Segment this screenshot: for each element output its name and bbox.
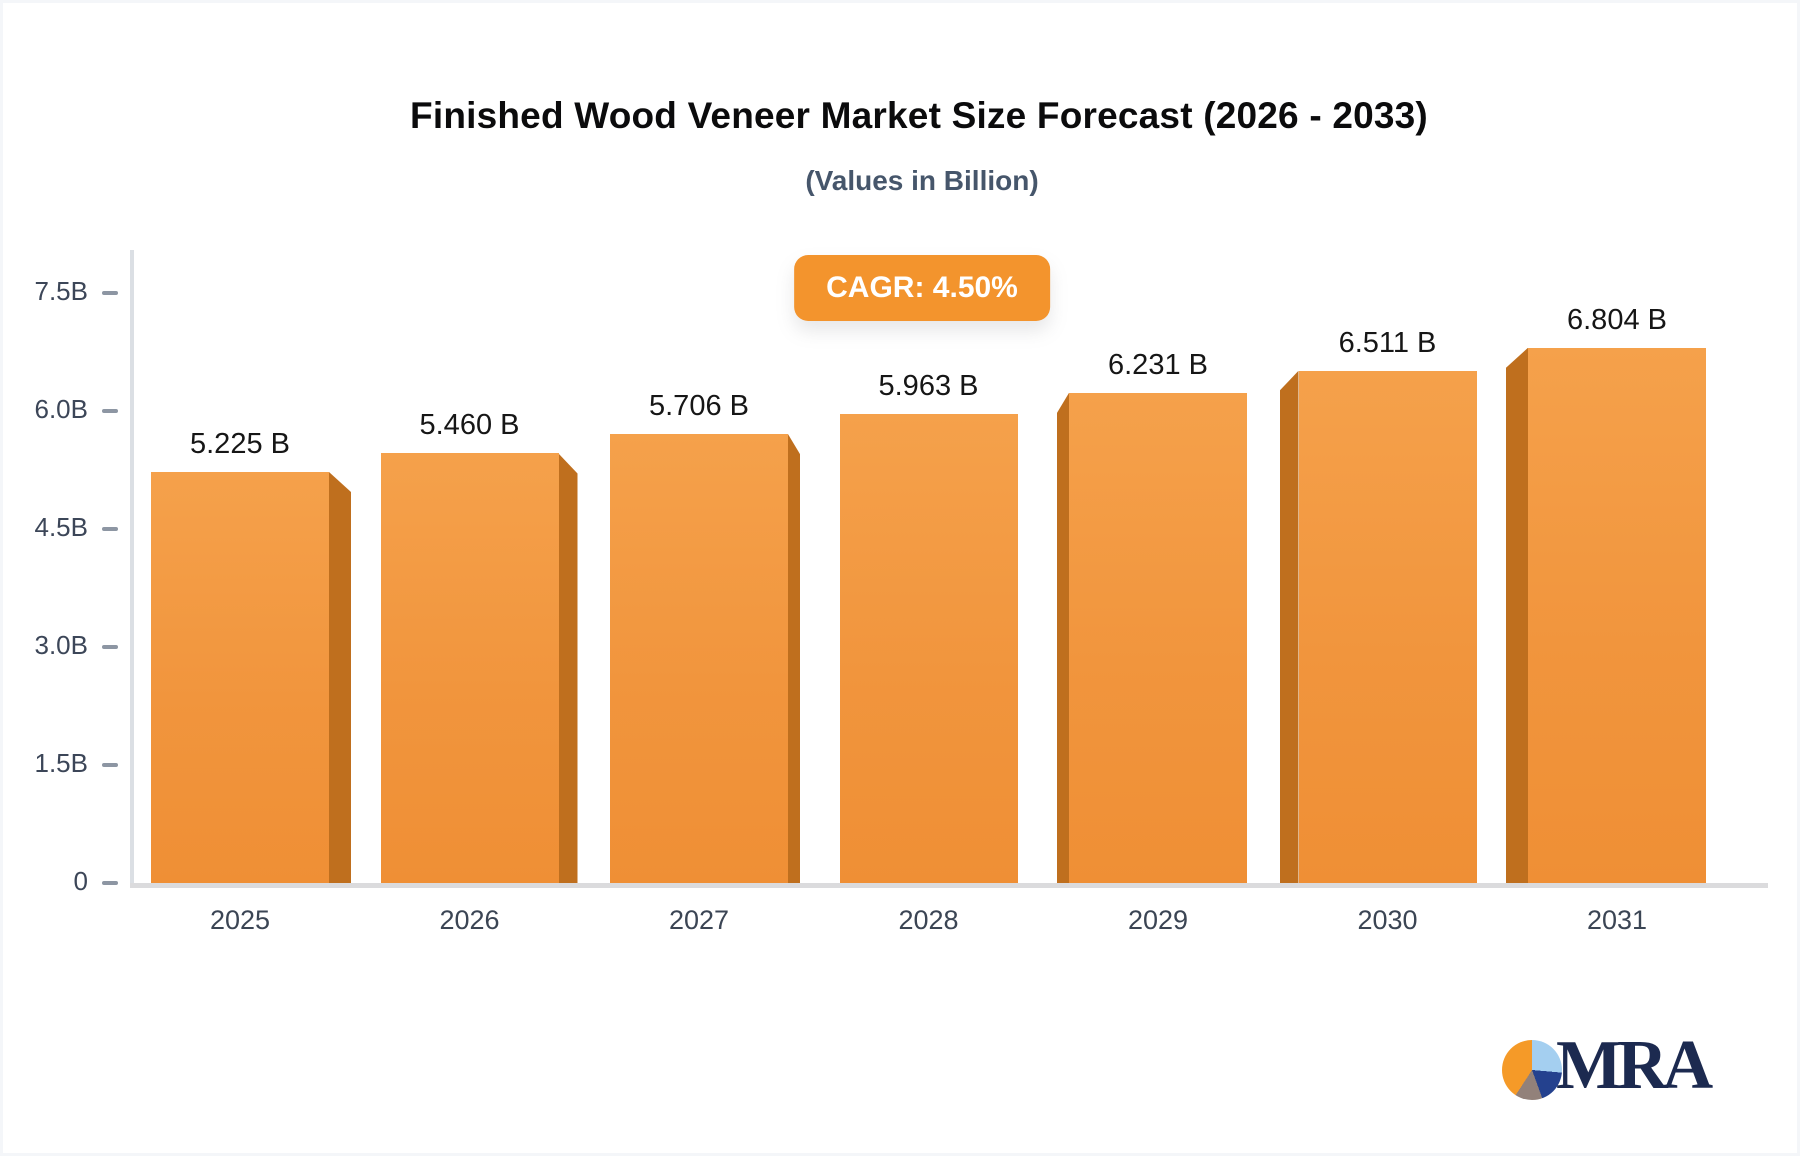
chart-subtitle: (Values in Billion) [805,165,1039,196]
y-axis-tick-mark [102,291,118,295]
bar-3d-side-2031 [1506,347,1528,883]
bar-value-label: 6.231 B [1108,348,1208,381]
bar-2029 [1069,392,1247,883]
pie-chart-logo-icon [1502,1040,1562,1100]
chart-title: Finished Wood Veneer Market Size Forecas… [410,95,1428,136]
logo-text: MRA [1556,1027,1713,1104]
y-axis-tick-label: 4.5B [34,512,89,542]
x-axis-tick-label: 2025 [209,905,271,935]
x-axis-tick-label: 2029 [1127,905,1189,935]
y-axis-tick-mark [102,409,118,413]
bar-value-label: 6.804 B [1567,303,1667,336]
y-axis-tick-label: 0 [73,866,88,896]
cagr-badge: CAGR: 4.50% [794,255,1050,321]
bar-3d-side-2026 [558,453,578,883]
y-axis-tick-mark [102,645,118,649]
y-axis-tick-label: 7.5B [34,276,89,306]
x-axis-tick-label: 2026 [439,905,500,935]
bar-value-label: 5.706 B [649,390,749,423]
y-axis-tick-label: 3.0B [34,630,89,660]
bar-value-label: 5.963 B [878,369,979,402]
bar-value-label: 5.460 B [419,409,520,442]
bar-2026 [380,453,559,883]
x-axis-tick-label: 2027 [668,905,730,935]
x-axis-line [130,883,1768,888]
bar-value-label: 6.511 B [1338,326,1437,359]
bar-3d-side-2029 [1057,392,1069,883]
bar-2027 [610,434,788,883]
bar-3d-side-2027 [788,434,800,883]
bar-2028 [839,413,1018,883]
x-axis-tick-label: 2031 [1586,905,1648,935]
x-axis-tick-label: 2030 [1357,905,1418,935]
bar-3d-side-2030 [1279,370,1299,883]
bar-value-label: 5.225 B [190,427,290,460]
x-axis-tick-label: 2028 [898,905,959,935]
bar-2030 [1298,370,1477,883]
y-axis-tick-mark [102,763,118,767]
y-axis-tick-label: 6.0B [34,394,89,424]
y-axis-tick-mark [102,527,118,531]
y-axis-tick-mark [102,881,118,885]
y-axis-tick-label: 1.5B [34,748,89,778]
bar-2031 [1528,347,1706,883]
mra-logo: MRA [1502,1027,1713,1104]
bar-3d-side-2025 [329,471,351,883]
y-axis-line [130,250,134,887]
bar-2025 [151,471,329,883]
